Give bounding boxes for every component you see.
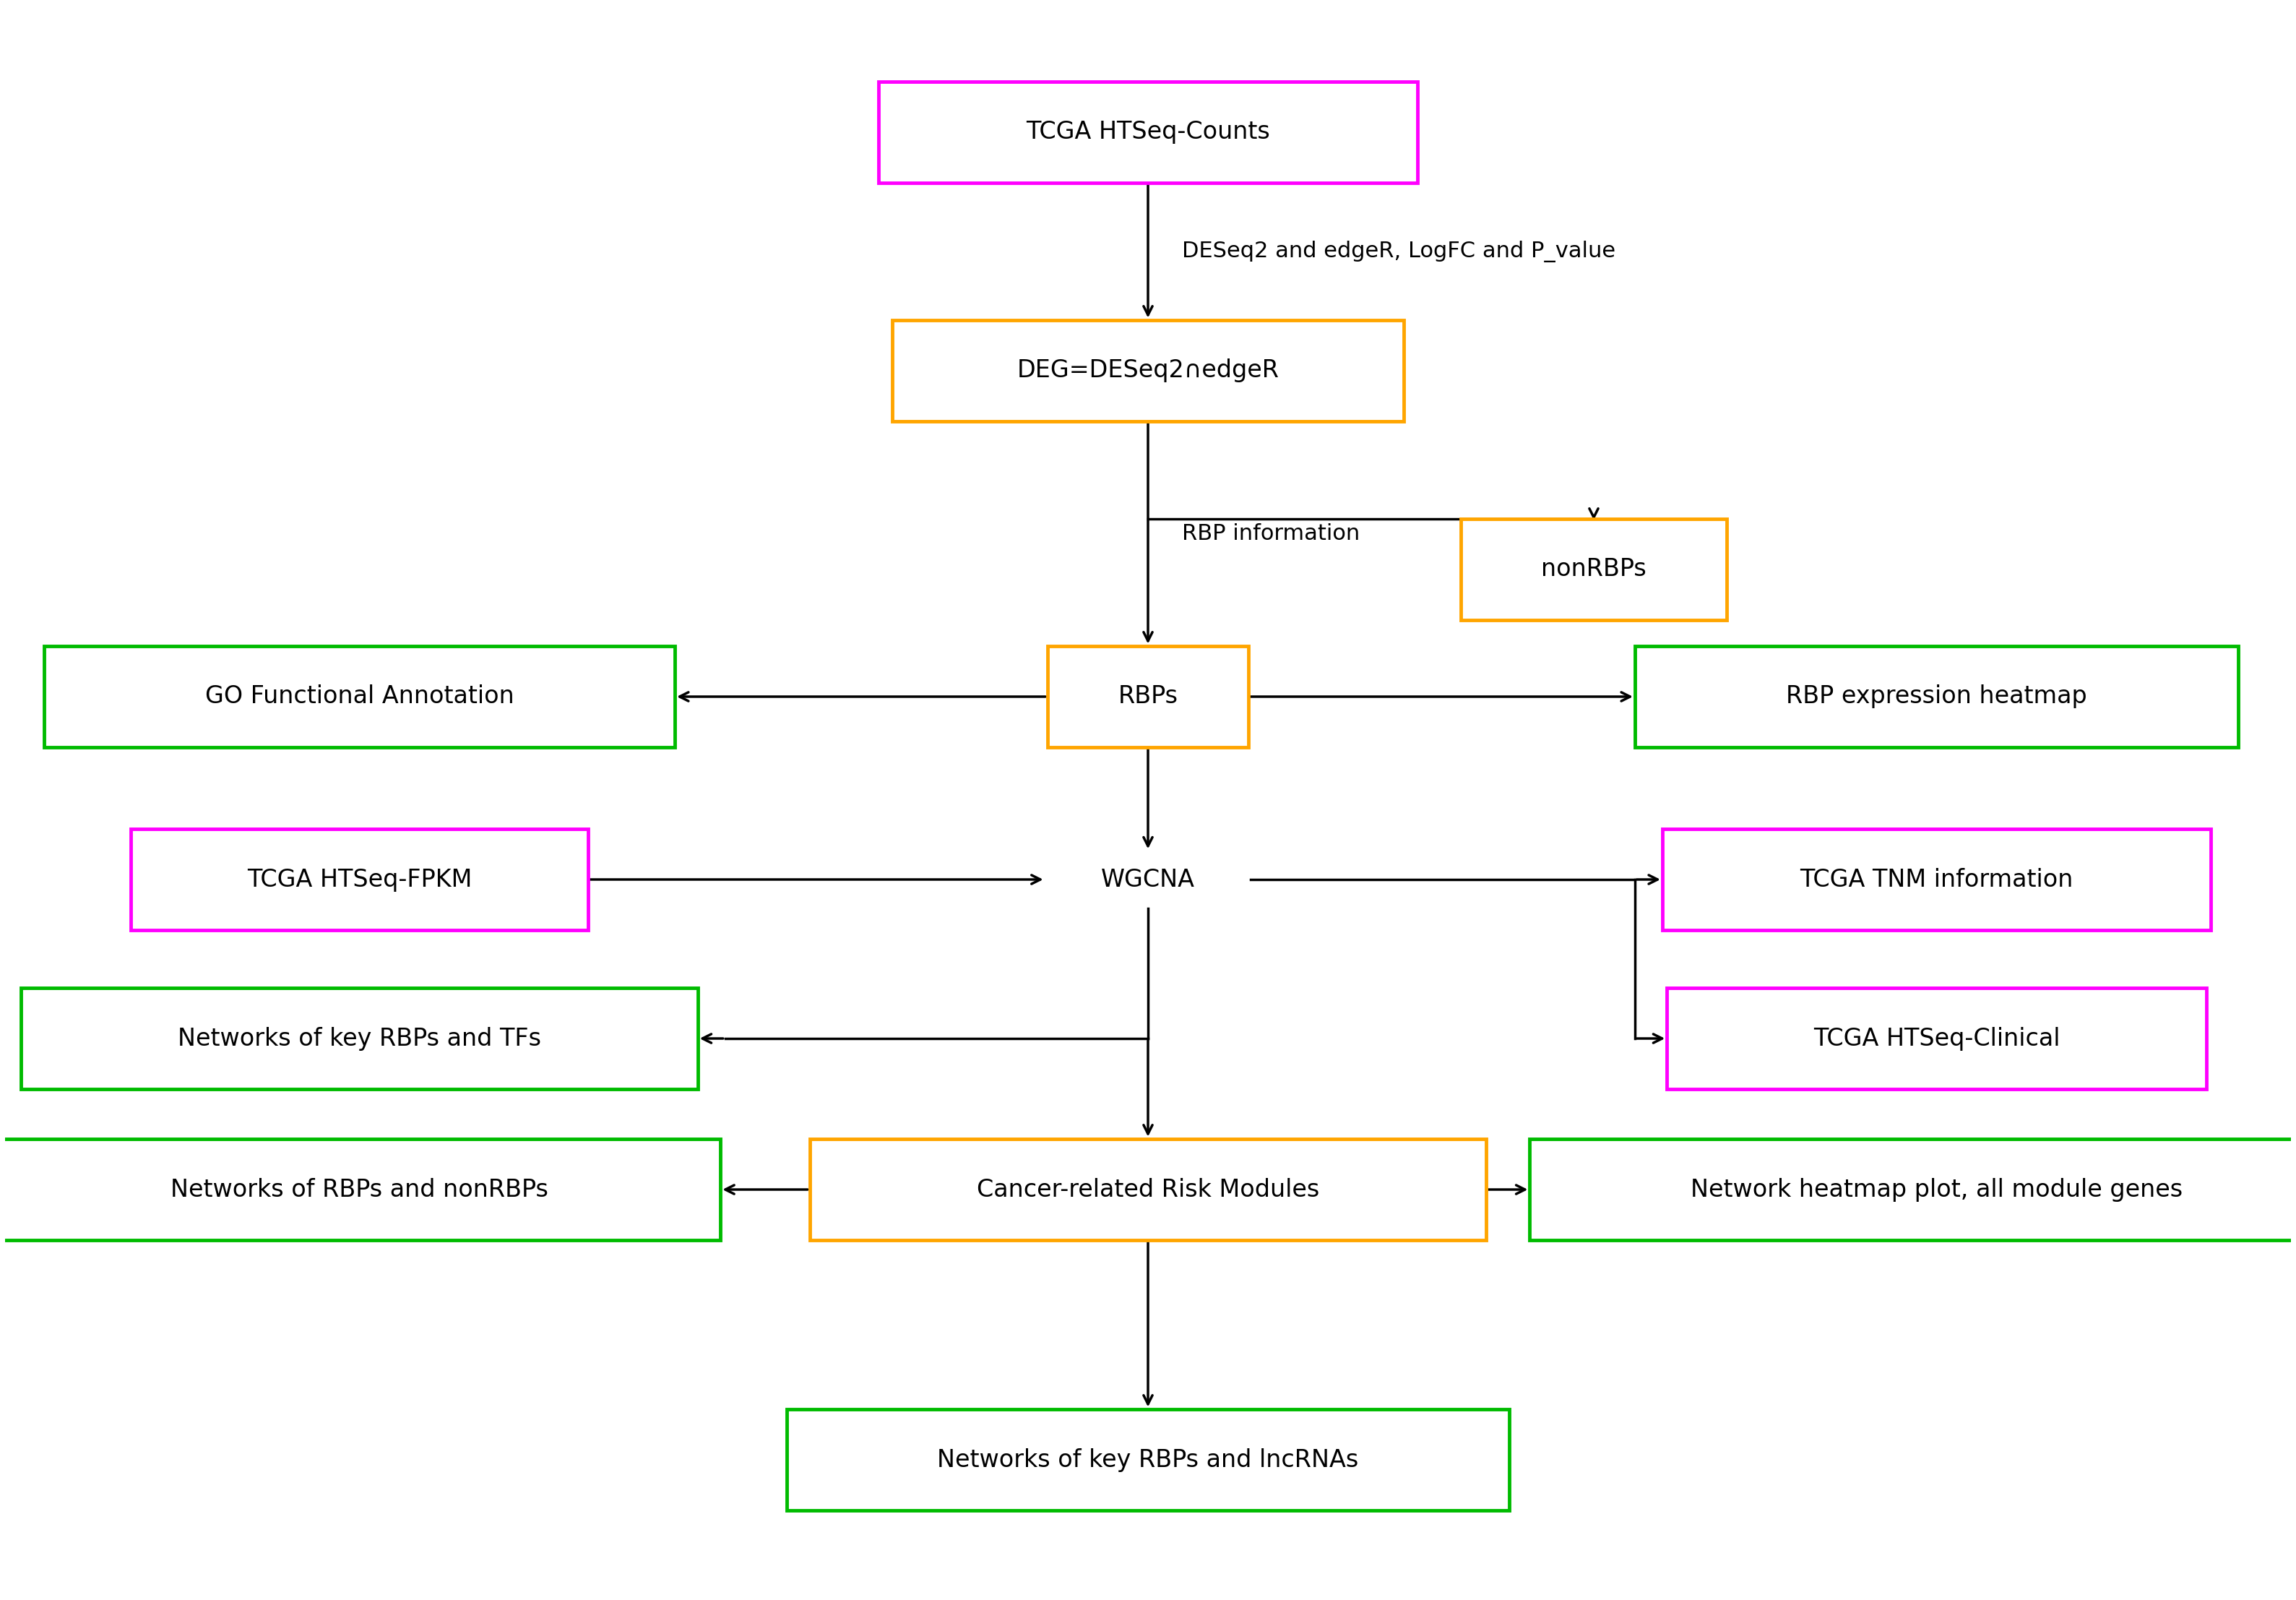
FancyBboxPatch shape: [788, 1410, 1508, 1510]
Text: TCGA HTSeq-Clinical: TCGA HTSeq-Clinical: [1814, 1027, 2060, 1051]
Text: Networks of RBPs and nonRBPs: Networks of RBPs and nonRBPs: [170, 1178, 549, 1202]
Text: TCGA TNM information: TCGA TNM information: [1800, 867, 2073, 891]
FancyBboxPatch shape: [891, 320, 1405, 421]
FancyBboxPatch shape: [1635, 646, 2239, 747]
FancyBboxPatch shape: [0, 1139, 721, 1240]
Text: GO Functional Annotation: GO Functional Annotation: [204, 685, 514, 709]
Text: Network heatmap plot, all module genes: Network heatmap plot, all module genes: [1690, 1178, 2183, 1202]
Text: nonRBPs: nonRBPs: [1541, 557, 1646, 581]
FancyBboxPatch shape: [1662, 829, 2211, 930]
FancyBboxPatch shape: [21, 987, 698, 1090]
Text: WGCNA: WGCNA: [1102, 867, 1194, 891]
Text: Networks of key RBPs and TFs: Networks of key RBPs and TFs: [177, 1027, 542, 1051]
FancyBboxPatch shape: [1460, 518, 1727, 621]
Text: RBPs: RBPs: [1118, 685, 1178, 709]
Text: RBP information: RBP information: [1182, 523, 1359, 544]
Text: DESeq2 and edgeR, LogFC and P_value: DESeq2 and edgeR, LogFC and P_value: [1182, 240, 1616, 262]
FancyBboxPatch shape: [131, 829, 588, 930]
Text: RBP expression heatmap: RBP expression heatmap: [1786, 685, 2087, 709]
Text: Cancer-related Risk Modules: Cancer-related Risk Modules: [976, 1178, 1320, 1202]
Text: DEG=DESeq2∩edgeR: DEG=DESeq2∩edgeR: [1017, 358, 1279, 382]
FancyBboxPatch shape: [44, 646, 675, 747]
FancyBboxPatch shape: [810, 1139, 1486, 1240]
Text: TCGA HTSeq-FPKM: TCGA HTSeq-FPKM: [248, 867, 471, 891]
FancyBboxPatch shape: [879, 82, 1417, 182]
FancyBboxPatch shape: [1667, 987, 2206, 1090]
Text: Networks of key RBPs and lncRNAs: Networks of key RBPs and lncRNAs: [937, 1448, 1359, 1472]
FancyBboxPatch shape: [1047, 646, 1249, 747]
FancyBboxPatch shape: [1529, 1139, 2296, 1240]
Text: TCGA HTSeq-Counts: TCGA HTSeq-Counts: [1026, 120, 1270, 144]
